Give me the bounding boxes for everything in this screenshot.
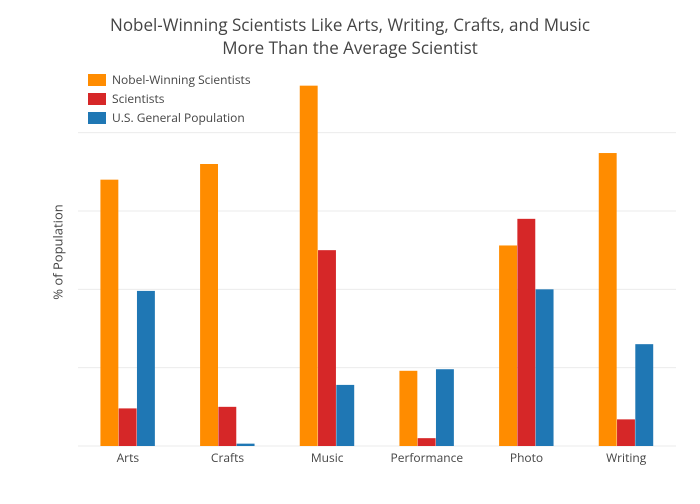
x-tick-label: Photo xyxy=(510,449,543,466)
y-axis-label: % of Population xyxy=(49,204,67,299)
bar xyxy=(418,438,436,446)
x-tick-label: Performance xyxy=(391,449,464,466)
bar xyxy=(517,219,535,446)
x-tick-label: Writing xyxy=(606,449,647,466)
bar xyxy=(200,164,218,446)
x-tick-label: Crafts xyxy=(211,449,244,466)
chart-title: Nobel-Winning Scientists Like Arts, Writ… xyxy=(0,14,700,60)
bar xyxy=(119,408,137,446)
bar xyxy=(617,419,635,446)
bar xyxy=(318,250,336,446)
x-tick-label: Music xyxy=(311,449,344,466)
bar xyxy=(536,289,554,446)
x-ticks: Arts Crafts Music Performance Photo Writing xyxy=(117,449,647,466)
bar xyxy=(599,153,617,446)
chart-container: Nobel-Winning Scientists Like Arts, Writ… xyxy=(0,0,700,504)
chart-title-line1: Nobel-Winning Scientists Like Arts, Writ… xyxy=(110,13,590,36)
x-tick-label: Arts xyxy=(117,449,140,466)
bar xyxy=(336,385,354,446)
bar xyxy=(218,407,236,446)
gridlines xyxy=(78,133,676,446)
bar xyxy=(399,371,417,446)
bar xyxy=(137,291,155,446)
bar xyxy=(436,369,454,446)
bar xyxy=(499,245,517,446)
bar xyxy=(100,180,118,446)
bars xyxy=(100,86,653,446)
chart-title-line2: More Than the Average Scientist xyxy=(222,36,478,59)
plot-area: 05101520 ArtsCraftsMusicPerformancePhoto… xyxy=(78,70,676,470)
bar xyxy=(237,444,255,446)
bar xyxy=(300,86,318,446)
bar xyxy=(635,344,653,446)
